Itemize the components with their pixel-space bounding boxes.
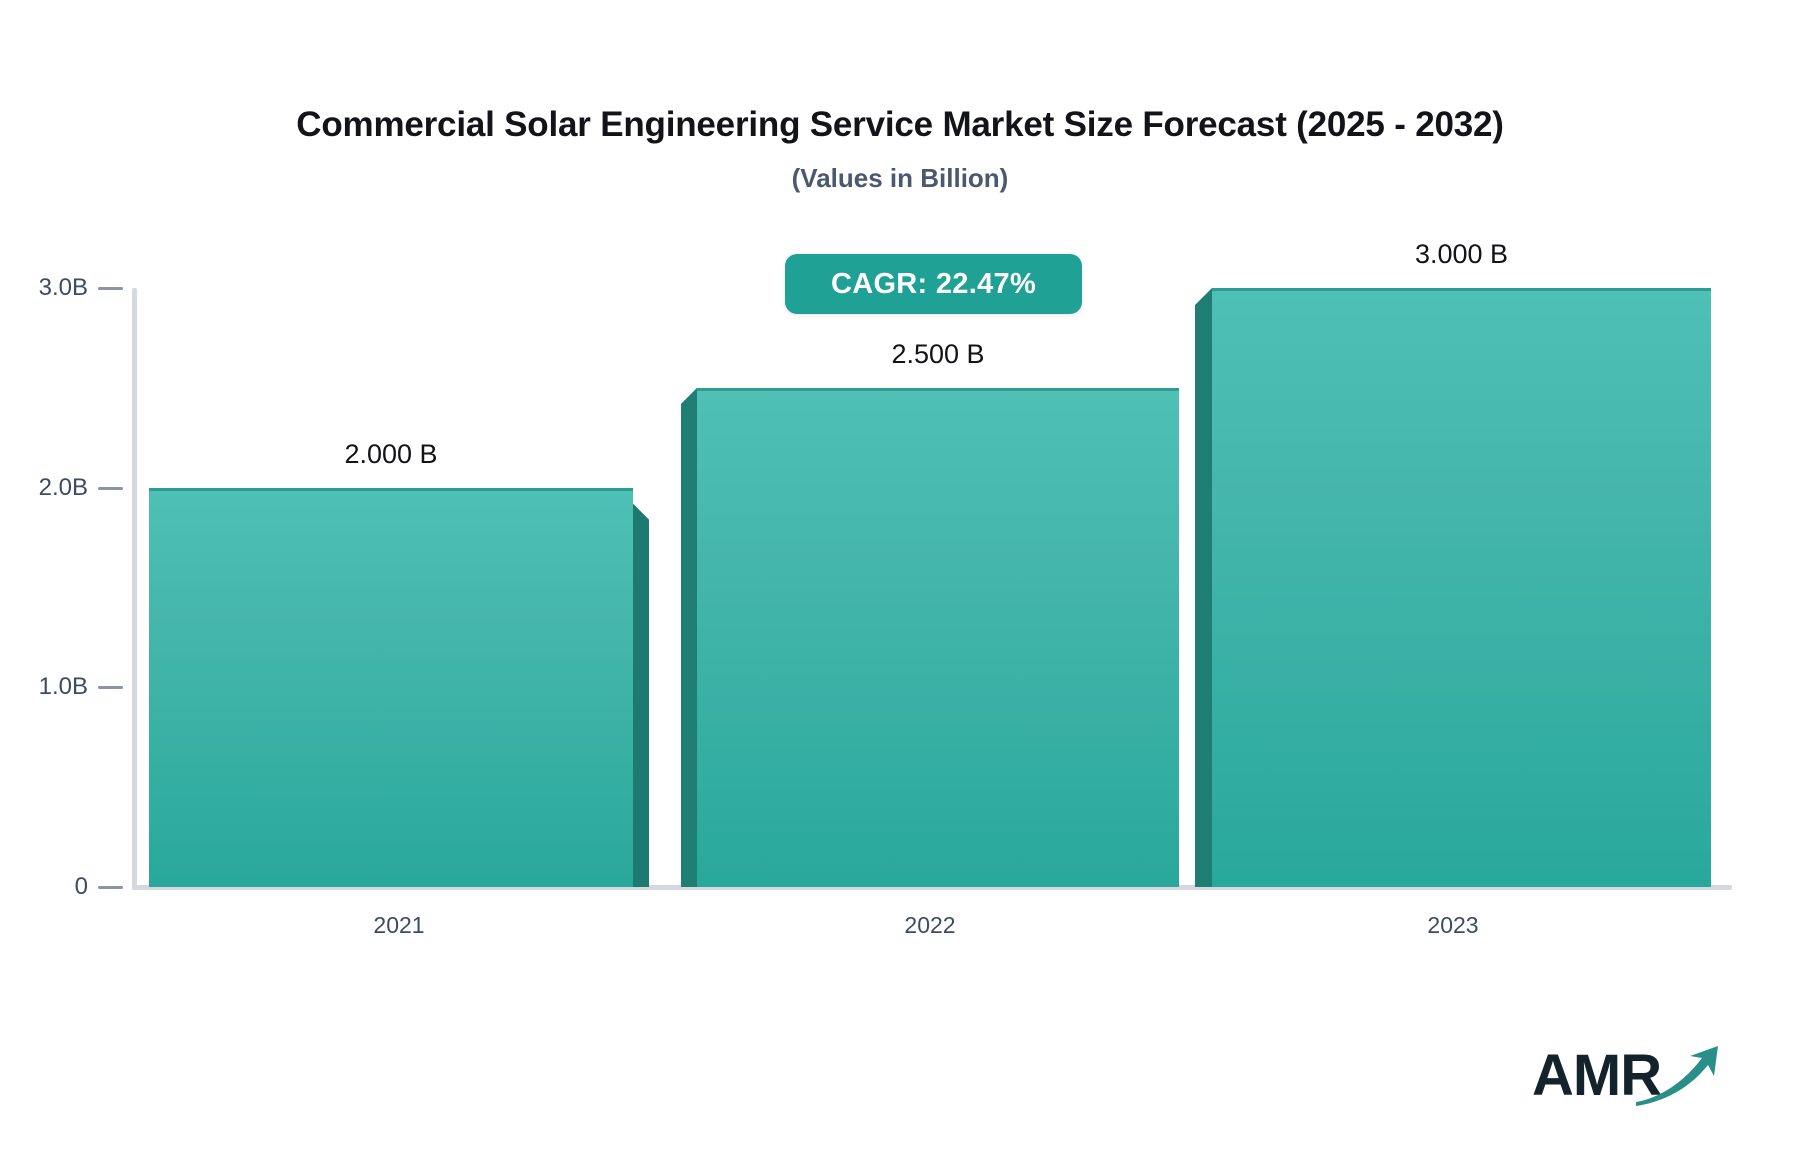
x-axis-label-2022: 2022 <box>904 912 956 938</box>
cagr-badge: CAGR: 22.47% <box>785 254 1082 314</box>
y-axis-tick <box>98 886 123 889</box>
bar-value-label: 2.000 B <box>344 438 438 469</box>
growth-arrow-icon <box>1632 1042 1732 1113</box>
bar-side-face <box>1195 288 1212 887</box>
y-axis-tick-label: 1.0B <box>38 673 88 701</box>
y-axis-tick-label: 3.0B <box>38 274 88 301</box>
x-axis-label-2021: 2021 <box>373 912 425 938</box>
y-axis-tick <box>98 486 123 490</box>
bar-2021[interactable] <box>149 487 633 887</box>
cagr-badge-label: CAGR: 22.47% <box>830 267 1037 300</box>
bar-2022[interactable] <box>697 387 1179 887</box>
bar-top-edge <box>697 387 1179 391</box>
bar-2023[interactable] <box>1212 288 1711 887</box>
y-axis-tick <box>98 686 123 690</box>
chart-title: Commercial Solar Engineering Service Mar… <box>296 105 1504 144</box>
bar-value-label: 3.000 B <box>1414 239 1509 269</box>
amr-logo: AMR <box>1532 1040 1732 1112</box>
bar-side-face <box>633 503 649 887</box>
x-axis-label-2023: 2023 <box>1427 912 1479 938</box>
y-axis-tick-label: 0 <box>74 873 88 900</box>
bar-side-face <box>681 387 697 887</box>
bar-value-label: 2.500 B <box>891 338 985 369</box>
chart-subtitle: (Values in Billion) <box>791 163 1009 193</box>
y-axis-line <box>132 288 137 890</box>
amr-logo-text: AMR <box>1532 1043 1662 1108</box>
bar-top-edge <box>149 487 633 491</box>
bar-top-edge <box>1212 288 1711 291</box>
y-axis-tick-label: 2.0B <box>38 473 88 501</box>
y-axis-tick <box>98 287 123 290</box>
x-axis-line <box>132 885 1732 890</box>
